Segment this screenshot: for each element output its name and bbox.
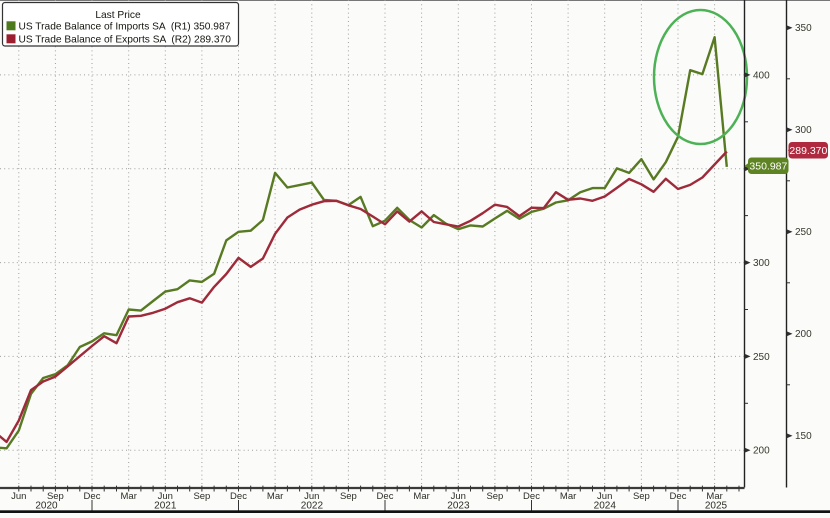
svg-text:2021: 2021	[154, 501, 177, 512]
svg-text:250: 250	[753, 352, 770, 363]
svg-text:Mar: Mar	[267, 491, 283, 502]
svg-text:2022: 2022	[301, 501, 324, 512]
svg-text:Dec: Dec	[84, 491, 101, 502]
svg-text:150: 150	[795, 431, 812, 442]
svg-text:Dec: Dec	[670, 491, 687, 502]
svg-text:Sep: Sep	[340, 491, 357, 502]
svg-text:2023: 2023	[447, 501, 470, 512]
svg-text:350: 350	[795, 23, 812, 34]
svg-text:Jun: Jun	[304, 491, 319, 502]
svg-text:289.370: 289.370	[789, 145, 827, 157]
svg-text:Dec: Dec	[230, 491, 247, 502]
svg-text:300: 300	[753, 258, 770, 269]
svg-text:Jun: Jun	[11, 491, 26, 502]
svg-text:250: 250	[795, 227, 812, 238]
svg-text:US Trade Balance of Imports SA: US Trade Balance of Imports SA (R1) 350.…	[19, 21, 231, 32]
svg-text:300: 300	[795, 125, 812, 136]
svg-text:Mar: Mar	[706, 491, 722, 502]
svg-text:200: 200	[753, 446, 770, 457]
svg-text:Sep: Sep	[633, 491, 650, 502]
svg-text:350.987: 350.987	[749, 161, 787, 173]
svg-text:US Trade Balance of Exports SA: US Trade Balance of Exports SA (R2) 289.…	[19, 34, 232, 45]
svg-text:Jun: Jun	[451, 491, 466, 502]
svg-text:2024: 2024	[594, 501, 617, 512]
svg-text:400: 400	[753, 70, 770, 81]
svg-text:2025: 2025	[705, 501, 728, 512]
svg-text:Jun: Jun	[597, 491, 612, 502]
svg-text:2020: 2020	[35, 501, 58, 512]
svg-text:Sep: Sep	[47, 491, 64, 502]
svg-text:Sep: Sep	[486, 491, 503, 502]
svg-text:Mar: Mar	[413, 491, 429, 502]
svg-text:Dec: Dec	[377, 491, 394, 502]
svg-text:Mar: Mar	[560, 491, 576, 502]
svg-text:Last Price: Last Price	[95, 10, 141, 21]
svg-text:Jun: Jun	[158, 491, 173, 502]
svg-text:Dec: Dec	[523, 491, 540, 502]
svg-text:Sep: Sep	[193, 491, 210, 502]
svg-text:Mar: Mar	[121, 491, 137, 502]
svg-text:200: 200	[795, 329, 812, 340]
